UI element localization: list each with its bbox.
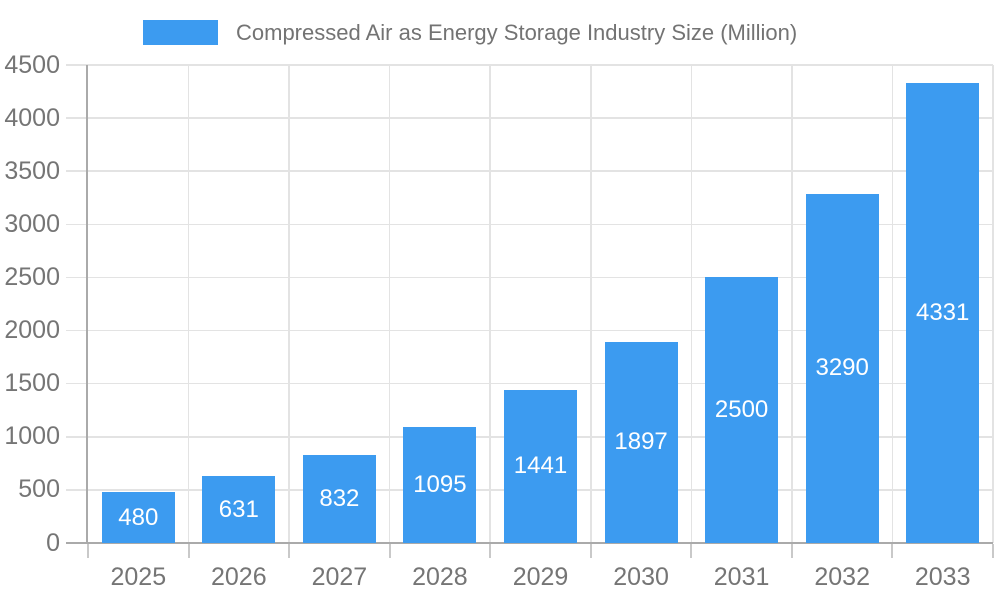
x-gridline: [992, 65, 994, 543]
bar-value-label: 3290: [815, 354, 869, 382]
chart-legend: Compressed Air as Energy Storage Industr…: [0, 0, 1000, 60]
x-tick-label: 2028: [412, 563, 468, 591]
y-tick-label: 1500: [4, 369, 60, 398]
legend-swatch: [143, 20, 218, 45]
x-tick: [690, 544, 693, 558]
x-gridline: [791, 65, 793, 543]
y-tick-label: 3000: [4, 209, 60, 238]
y-gridline: [66, 276, 993, 279]
x-gridline: [288, 65, 290, 543]
bar-2033: 4331: [906, 83, 980, 543]
x-tick-label: 2031: [713, 563, 770, 591]
bar-2030: 1897: [604, 341, 678, 543]
bar-value-label: 631: [218, 495, 259, 523]
x-tick: [891, 544, 894, 558]
bar-2026: 631: [202, 476, 276, 543]
x-tick-label: 2030: [613, 563, 669, 591]
x-tick-label: 2027: [311, 563, 368, 591]
x-tick-label: 2026: [210, 563, 267, 591]
y-gridline: [66, 329, 993, 332]
bar-2029: 1441: [504, 389, 577, 543]
bar-2031: 2500: [705, 277, 779, 543]
x-tick-label: 2032: [814, 563, 870, 591]
y-tick-label: 500: [18, 475, 60, 504]
y-tick-label: 2500: [4, 262, 60, 291]
y-tick-label: 4000: [4, 103, 60, 132]
x-tick: [992, 544, 994, 558]
x-gridline: [388, 65, 391, 543]
x-tick: [187, 544, 190, 558]
x-tick: [589, 544, 592, 558]
y-gridline: [66, 170, 993, 172]
bar-2028: 1095: [403, 426, 477, 543]
bar-2027: 832: [302, 454, 376, 543]
x-gridline: [489, 65, 491, 543]
y-tick-label: 4500: [4, 50, 60, 79]
x-tick: [288, 544, 291, 558]
x-tick-label: 2029: [512, 563, 569, 591]
y-gridline: [66, 223, 993, 226]
y-tick-label: 2000: [4, 316, 60, 345]
bar-value-label: 480: [118, 503, 159, 531]
y-axis-line: [86, 65, 88, 543]
x-gridline: [690, 65, 693, 543]
y-tick-label: 0: [46, 528, 60, 557]
plot-area: 0 500 1000 1500 2000 2500 3000 3500 4000 4500 480 2…: [4, 52, 994, 590]
bar-2025: 480: [101, 492, 175, 543]
x-tick-label: 2025: [110, 563, 167, 591]
bar-value-label: 1897: [614, 428, 668, 456]
x-tick: [489, 544, 492, 558]
chart-title: Compressed Air as Energy Storage Industr…: [236, 20, 798, 45]
x-tick-label: 2033: [914, 563, 971, 591]
bar-2032: 3290: [805, 193, 879, 543]
bar-value-label: 4331: [915, 299, 970, 326]
bar-value-label: 1095: [413, 470, 467, 498]
x-tick: [388, 544, 391, 558]
x-gridline: [187, 65, 190, 543]
y-gridline: [66, 382, 993, 385]
y-gridline: [66, 64, 993, 66]
x-tick: [87, 544, 89, 558]
y-gridline: [66, 117, 993, 119]
x-gridline: [590, 65, 592, 543]
bar-value-label: 832: [319, 484, 360, 512]
y-tick-label: 1000: [4, 422, 60, 451]
x-axis-line: [66, 542, 993, 544]
bar-value-label: 1441: [513, 452, 568, 480]
bar-value-label: 2500: [714, 396, 769, 424]
y-tick-label: 3500: [4, 156, 60, 185]
x-tick: [790, 544, 793, 558]
x-gridline: [891, 65, 894, 543]
